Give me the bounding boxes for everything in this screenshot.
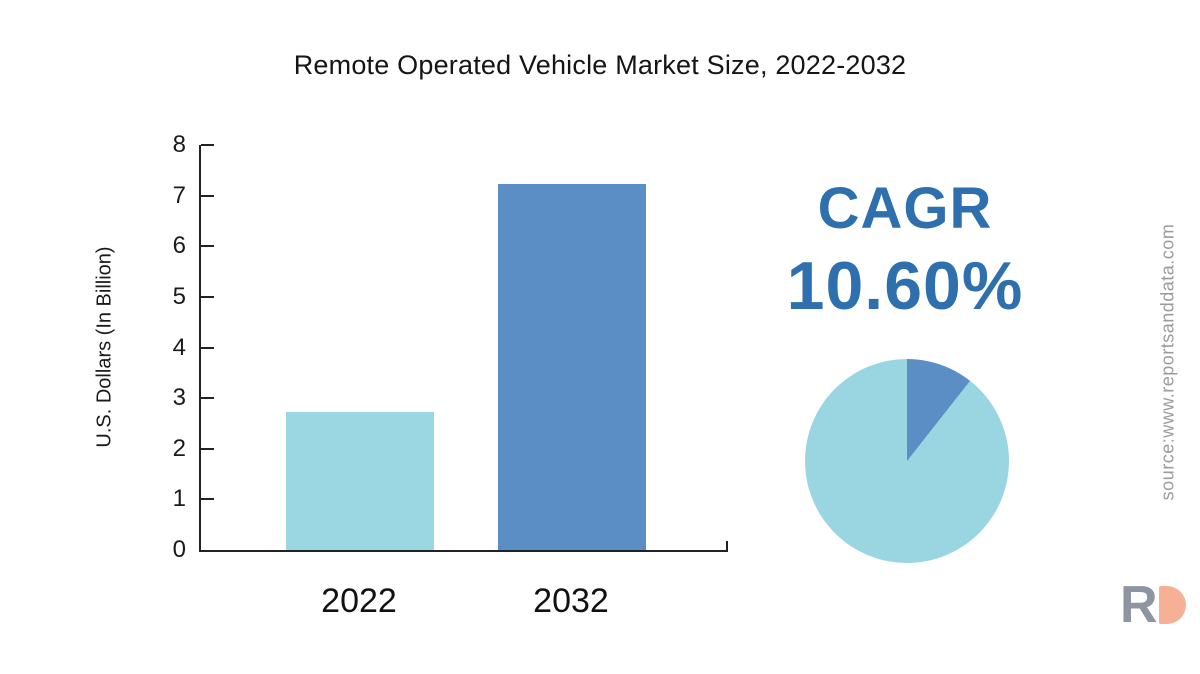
y-tick-mark [201,144,214,146]
y-tick-label: 2 [172,434,186,462]
pie-chart [805,359,1009,563]
y-tick-mark [201,498,214,501]
chart-title: Remote Operated Vehicle Market Size, 202… [293,50,907,80]
y-tick-mark [201,295,214,298]
bar-2022 [286,412,434,550]
y-tick-label: 0 [172,536,186,563]
y-tick-mark [201,194,214,197]
cagr-label: CAGR [817,176,993,241]
logo-d-shape [1158,586,1186,624]
bar-2032 [498,184,646,550]
y-tick-mark [201,245,214,248]
logo-letter-r: R [1120,576,1158,634]
brand-logo: R [1120,576,1186,634]
x-axis-end-tick [726,541,728,550]
y-tick-label: 7 [172,181,186,209]
y-tick-mark [201,346,214,349]
y-tick-label: 6 [172,232,186,260]
y-tick-label: 1 [172,485,186,513]
y-tick-label: 8 [172,131,186,158]
y-tick-mark [201,447,214,450]
y-tick-label: 3 [172,384,186,412]
source-text: source:www.reportsanddata.com [1157,223,1178,501]
cagr-block: CAGR 10.60% [770,176,1040,324]
x-tick-label: 2022 [321,582,397,620]
y-tick-label: 5 [172,282,186,310]
cagr-value: 10.60% [786,248,1024,324]
y-tick-label: 4 [172,333,186,361]
x-tick-label: 2032 [533,582,609,620]
y-axis-label: U.S. Dollars (In Billion) [93,246,116,448]
y-tick-mark [201,397,214,400]
bar-plot-area [199,144,728,552]
